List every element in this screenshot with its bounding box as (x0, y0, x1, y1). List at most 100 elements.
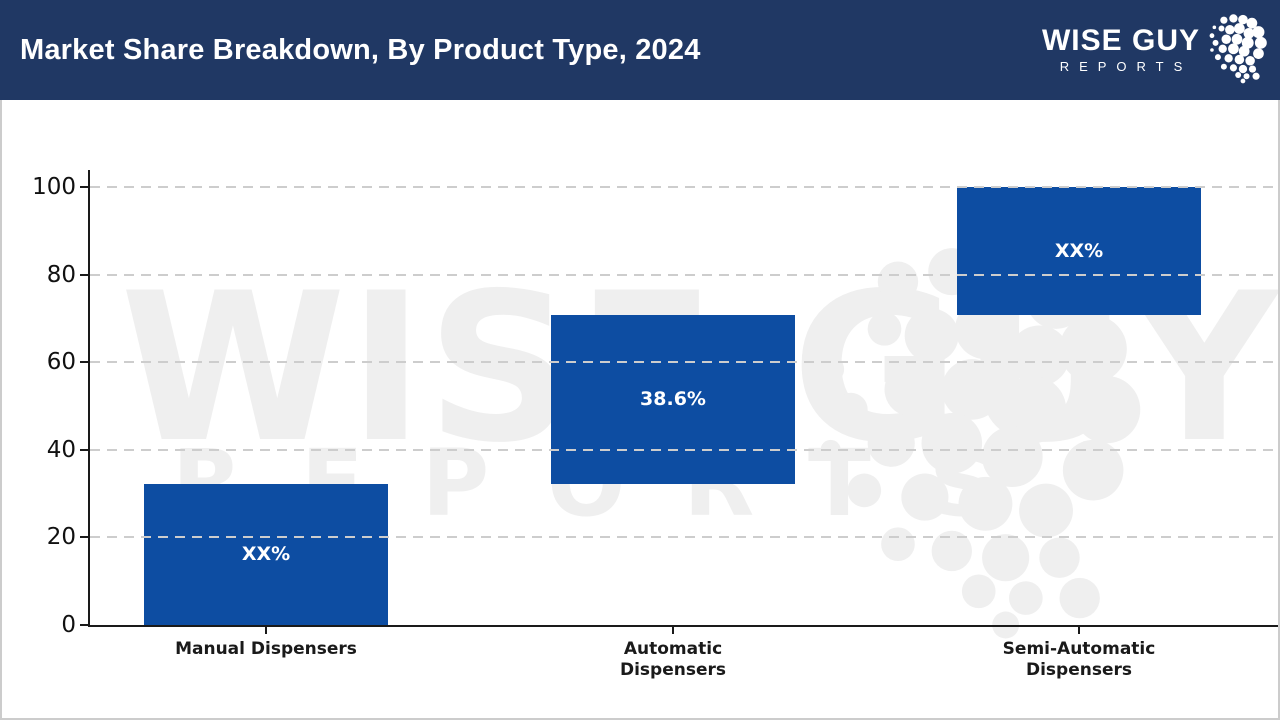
logo-subtext: REPORTS (1059, 59, 1193, 74)
face-dot (904, 308, 959, 363)
face-dot (1220, 16, 1228, 24)
face-dot (847, 473, 882, 508)
x-tick-mark (1078, 627, 1080, 634)
face-dot (834, 312, 855, 333)
face-dot (1009, 581, 1043, 615)
face-dot (1214, 54, 1221, 61)
bar-segment (144, 483, 388, 625)
x-category-label: Automatic Dispensers (513, 639, 833, 681)
y-tick-label: 80 (46, 261, 76, 288)
gridline (90, 186, 1278, 188)
face-dot (961, 574, 996, 609)
face-dot (881, 527, 915, 562)
bar-segment (551, 314, 795, 484)
face-dot (1212, 25, 1217, 30)
chart-canvas: WISE GUY REPORTS XX%38.6%XX%020406080100… (0, 100, 1280, 720)
face-dot (1218, 25, 1225, 32)
x-tick-mark (672, 627, 674, 634)
face-dot (1234, 23, 1245, 34)
face-dot (1238, 64, 1248, 74)
face-dot (931, 530, 972, 572)
y-tick-label: 100 (32, 174, 76, 200)
face-dot (941, 359, 1003, 420)
bar-value-label: 38.6% (640, 388, 706, 411)
face-dot (1234, 54, 1245, 65)
bar-value-label: XX% (241, 543, 291, 566)
face-dot (982, 534, 1030, 582)
y-tick-mark (80, 361, 88, 364)
face-dot (867, 312, 902, 346)
header-bar: Market Share Breakdown, By Product Type,… (0, 0, 1280, 100)
bar-segment (957, 187, 1201, 315)
watermark-face-icon (817, 248, 1141, 639)
y-tick-mark (80, 186, 88, 188)
face-dot (1243, 73, 1250, 80)
face-dot (1220, 63, 1227, 70)
face-dot (1248, 65, 1257, 73)
x-axis-line (88, 625, 1278, 627)
face-dot (1229, 64, 1237, 72)
x-category-label-line: Automatic (623, 639, 723, 659)
face-dot (1039, 537, 1080, 578)
gridline (90, 361, 1278, 364)
face-dot (901, 473, 949, 521)
face-dot (867, 419, 915, 467)
face-dot (884, 362, 939, 417)
x-tick-mark (265, 627, 267, 634)
y-tick-mark (80, 624, 88, 626)
face-dot (1221, 34, 1232, 45)
face-dot (1210, 48, 1214, 52)
face-dot (1224, 54, 1233, 63)
face-dot (1252, 26, 1265, 39)
face-dot (1229, 14, 1238, 23)
face-dot (1228, 43, 1239, 55)
face-dot (1240, 78, 1246, 84)
x-category-label-line: Manual Dispensers (175, 639, 357, 659)
brand-logo-text: WISE GUY REPORTS (1042, 25, 1200, 75)
brand-logo: WISE GUY REPORTS (1042, 9, 1280, 91)
face-dot (1231, 33, 1243, 45)
face-dot (1019, 483, 1073, 538)
face-dot (1209, 33, 1215, 39)
face-dot (1218, 44, 1227, 53)
y-tick-mark (80, 448, 88, 451)
face-dot (1253, 48, 1264, 59)
face-dot (1252, 72, 1260, 80)
y-tick-mark (80, 536, 88, 539)
face-dot (1009, 325, 1070, 387)
face-dot (1212, 39, 1219, 46)
bar-value-label: XX% (1054, 239, 1104, 262)
y-tick-mark (80, 273, 88, 276)
face-dot (1238, 14, 1248, 25)
page-title: Market Share Breakdown, By Product Type,… (20, 33, 701, 66)
face-dot (1241, 36, 1254, 49)
face-dot (1225, 24, 1235, 35)
face-dot (1235, 72, 1242, 79)
face-dot (1246, 17, 1258, 29)
face-dot (982, 426, 1043, 488)
x-category-label-line: Dispensers (619, 660, 726, 680)
face-dot (921, 412, 983, 474)
x-category-label-line: Semi-Automatic (1002, 639, 1156, 659)
face-dot (1243, 27, 1255, 39)
x-category-label: Semi-Automatic Dispensers (919, 639, 1239, 681)
face-dot (958, 476, 1013, 531)
y-tick-label: 40 (46, 436, 76, 463)
face-dot (998, 375, 1067, 444)
face-dot (1072, 375, 1141, 444)
x-category-label: Manual Dispensers (106, 639, 426, 660)
bar-chart: XX% 38.6% XX% 0 20 40 60 80 100 Manual Dispensers… (32, 170, 1278, 680)
face-dot (877, 261, 919, 302)
face-dot (1059, 577, 1100, 619)
logo-face-icon (1209, 14, 1267, 84)
y-tick-label: 0 (61, 612, 76, 638)
face-dot (1245, 55, 1255, 66)
face-dot (834, 392, 868, 427)
x-category-label-line: Dispensers (1025, 660, 1132, 680)
y-tick-label: 20 (46, 524, 76, 551)
gridline (90, 536, 1278, 539)
y-axis-line (88, 170, 90, 627)
gridline (90, 273, 1278, 276)
logo-wordmark: WISE GUY (1041, 24, 1200, 57)
face-dot (1254, 36, 1267, 49)
